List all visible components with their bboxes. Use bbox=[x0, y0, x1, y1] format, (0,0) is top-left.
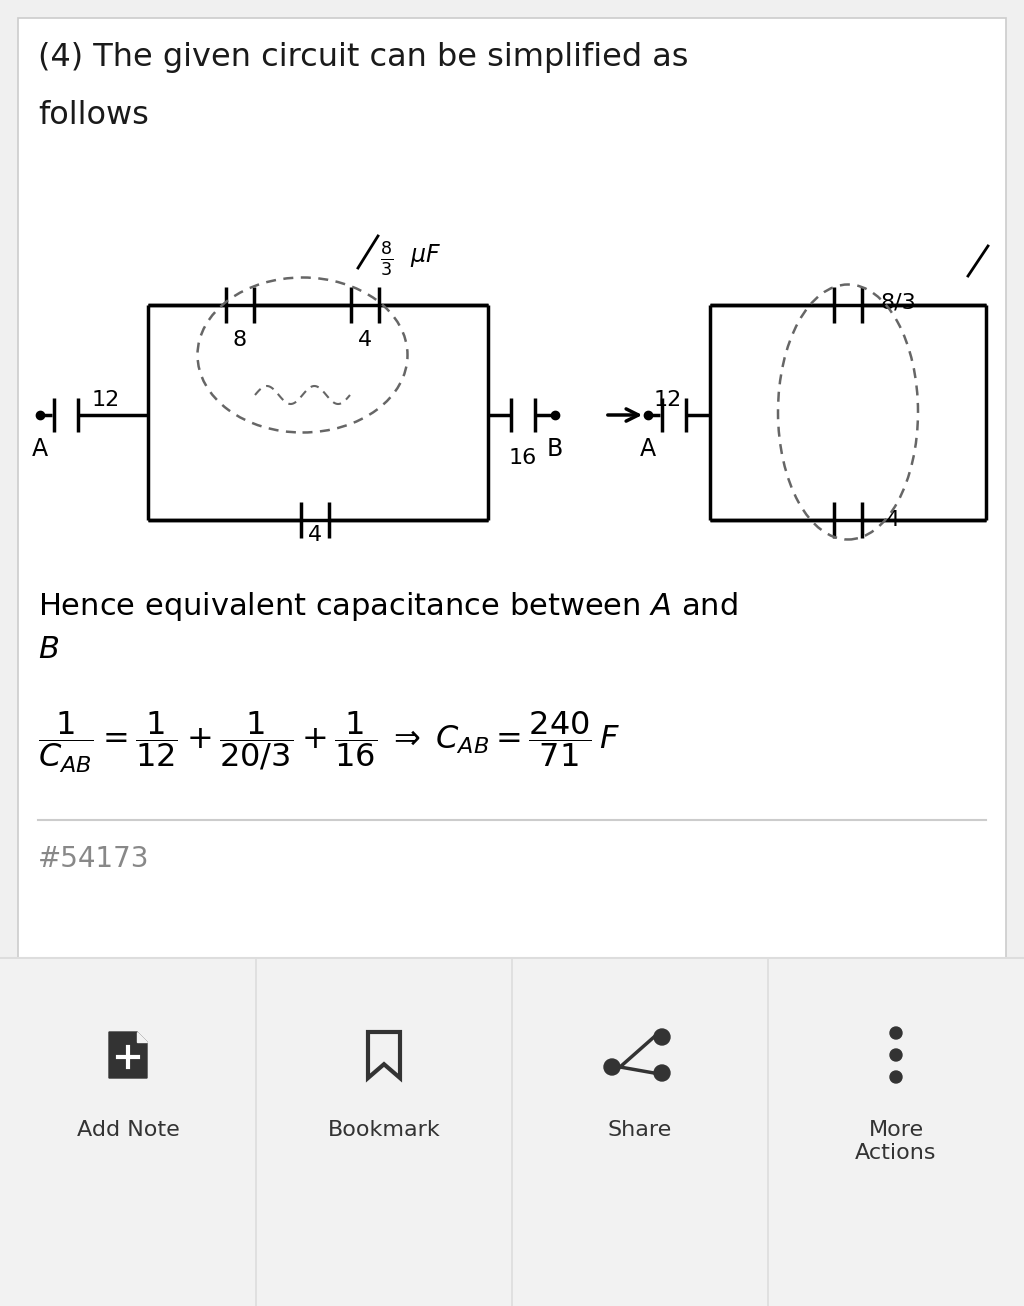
Circle shape bbox=[890, 1027, 902, 1040]
Circle shape bbox=[654, 1029, 670, 1045]
Circle shape bbox=[890, 1071, 902, 1083]
Polygon shape bbox=[137, 1032, 147, 1042]
Text: A: A bbox=[640, 438, 656, 461]
Circle shape bbox=[604, 1059, 620, 1075]
Text: Hence equivalent capacitance between $\mathit{A}$ and: Hence equivalent capacitance between $\m… bbox=[38, 590, 737, 623]
Circle shape bbox=[654, 1064, 670, 1081]
Text: (4) The given circuit can be simplified as: (4) The given circuit can be simplified … bbox=[38, 42, 688, 73]
Text: $\dfrac{1}{C_{AB}} = \dfrac{1}{12} + \dfrac{1}{20/3} + \dfrac{1}{16}\;\Rightarro: $\dfrac{1}{C_{AB}} = \dfrac{1}{12} + \df… bbox=[38, 710, 620, 776]
Text: $\frac{8}{3}$: $\frac{8}{3}$ bbox=[380, 240, 393, 278]
Text: follows: follows bbox=[38, 101, 148, 131]
Text: 16: 16 bbox=[509, 448, 538, 468]
FancyBboxPatch shape bbox=[18, 18, 1006, 959]
Text: B: B bbox=[547, 438, 563, 461]
Text: 8: 8 bbox=[232, 330, 247, 350]
Circle shape bbox=[890, 1049, 902, 1060]
Text: Add Note: Add Note bbox=[77, 1121, 179, 1140]
Text: 4: 4 bbox=[886, 511, 900, 530]
Text: $\mu F$: $\mu F$ bbox=[410, 242, 441, 269]
Text: More
Actions: More Actions bbox=[855, 1121, 937, 1164]
Polygon shape bbox=[109, 1032, 147, 1077]
Text: 8/3: 8/3 bbox=[880, 293, 915, 313]
Text: 4: 4 bbox=[358, 330, 372, 350]
Text: 12: 12 bbox=[92, 390, 120, 410]
Text: 4: 4 bbox=[308, 525, 323, 545]
Text: A: A bbox=[32, 438, 48, 461]
Text: Bookmark: Bookmark bbox=[328, 1121, 440, 1140]
Text: 12: 12 bbox=[653, 390, 682, 410]
Text: Share: Share bbox=[608, 1121, 672, 1140]
Text: #54173: #54173 bbox=[38, 845, 150, 872]
Text: $\mathit{B}$: $\mathit{B}$ bbox=[38, 635, 59, 663]
Bar bbox=[0, 959, 1024, 1306]
